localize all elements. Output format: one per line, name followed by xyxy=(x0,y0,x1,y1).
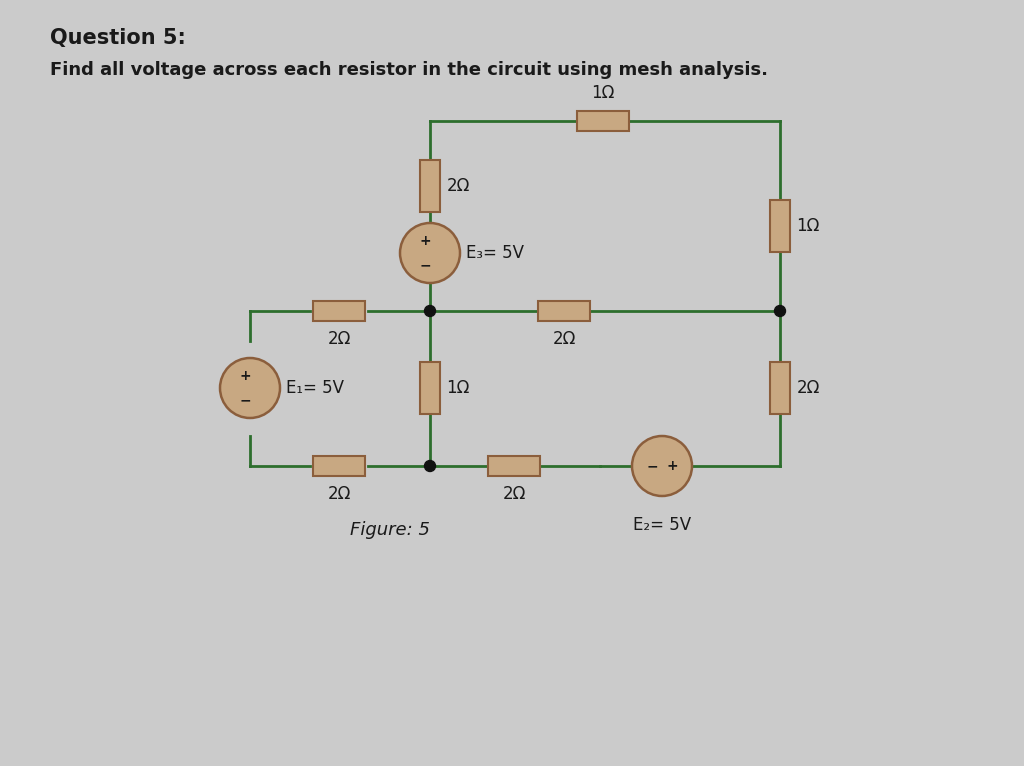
Text: Figure: 5: Figure: 5 xyxy=(350,521,430,539)
Text: 1Ω: 1Ω xyxy=(446,379,470,397)
Text: +: + xyxy=(419,234,431,248)
Circle shape xyxy=(632,436,692,496)
Circle shape xyxy=(425,460,435,472)
Text: 1Ω: 1Ω xyxy=(797,217,819,235)
Text: +: + xyxy=(240,369,251,383)
Text: 2Ω: 2Ω xyxy=(503,485,525,503)
Text: 2Ω: 2Ω xyxy=(552,330,575,348)
Text: Question 5:: Question 5: xyxy=(50,28,186,48)
Text: +: + xyxy=(667,459,678,473)
Text: 1Ω: 1Ω xyxy=(591,84,614,102)
Bar xyxy=(770,362,790,414)
Text: −: − xyxy=(646,459,657,473)
Text: 2Ω: 2Ω xyxy=(797,379,819,397)
Text: −: − xyxy=(240,393,251,407)
Bar xyxy=(420,160,440,212)
Text: Find all voltage across each resistor in the circuit using mesh analysis.: Find all voltage across each resistor in… xyxy=(50,61,768,79)
Text: 2Ω: 2Ω xyxy=(446,177,470,195)
Text: 2Ω: 2Ω xyxy=(328,330,350,348)
Circle shape xyxy=(425,306,435,316)
Bar xyxy=(770,200,790,252)
Text: E₁= 5V: E₁= 5V xyxy=(286,379,344,397)
Circle shape xyxy=(400,223,460,283)
Text: E₃= 5V: E₃= 5V xyxy=(466,244,524,262)
Bar xyxy=(313,456,365,476)
Bar xyxy=(420,362,440,414)
Bar xyxy=(313,301,365,321)
Circle shape xyxy=(220,358,280,418)
Bar xyxy=(488,456,540,476)
Text: E₂= 5V: E₂= 5V xyxy=(633,516,691,534)
Circle shape xyxy=(774,306,785,316)
Text: −: − xyxy=(419,258,431,272)
Bar xyxy=(577,111,629,131)
Bar xyxy=(538,301,590,321)
Text: 2Ω: 2Ω xyxy=(328,485,350,503)
